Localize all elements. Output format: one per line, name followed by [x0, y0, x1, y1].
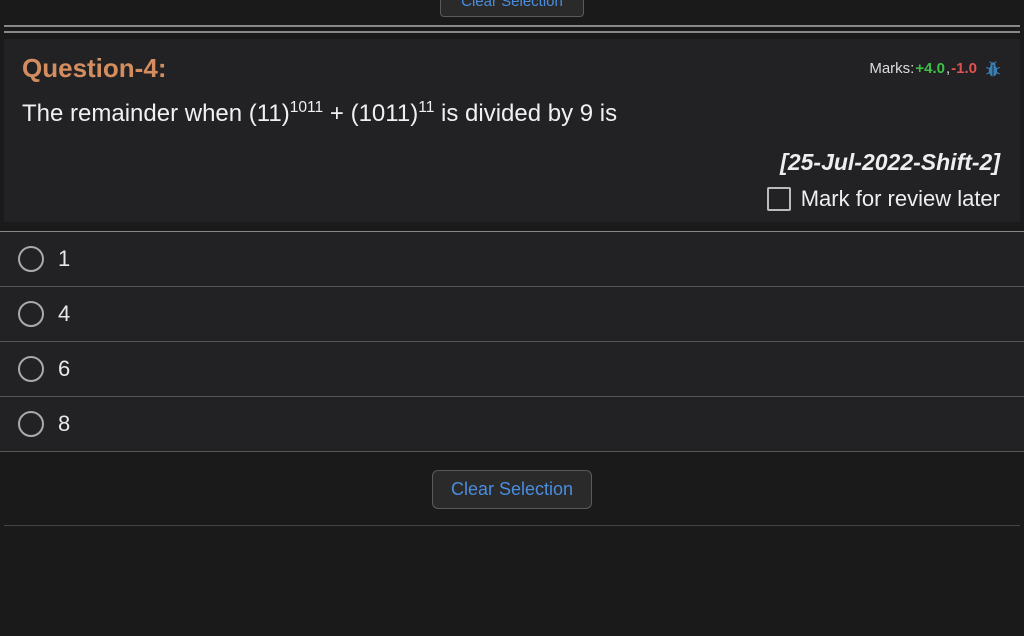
question-header: Question-4: Marks: +4.0 , -1.0 — [22, 53, 1004, 84]
question-text: The remainder when (11)1011 + (1011)11 i… — [22, 98, 1004, 129]
mark-for-review[interactable]: Mark for review later — [767, 186, 1000, 212]
question-title-prefix: Question- — [22, 53, 143, 83]
marks-label: Marks: — [869, 60, 914, 77]
option-row[interactable]: 1 — [0, 231, 1024, 287]
option-row[interactable]: 6 — [0, 341, 1024, 397]
expr-base-1: (11) — [249, 100, 290, 127]
marks-comma: , — [946, 60, 950, 77]
question-title: Question-4: — [22, 53, 166, 84]
question-card: Question-4: Marks: +4.0 , -1.0 — [4, 39, 1020, 222]
question-title-suffix: : — [158, 53, 167, 83]
option-label: 6 — [58, 356, 70, 382]
question-divider — [4, 25, 1020, 33]
expr-exp-1: 1011 — [290, 99, 324, 116]
options-list: 1 4 6 8 — [0, 231, 1024, 452]
radio-icon[interactable] — [18, 411, 44, 437]
question-text-pre: The remainder when — [22, 100, 249, 127]
option-label: 8 — [58, 411, 70, 437]
expr-plus: + — [323, 100, 350, 127]
radio-icon[interactable] — [18, 356, 44, 382]
review-checkbox[interactable] — [767, 187, 791, 211]
expr-exp-2: 11 — [418, 99, 434, 116]
expr-base-2: (1011) — [351, 100, 419, 127]
bug-report-icon[interactable] — [982, 58, 1004, 80]
clear-selection-top-button[interactable]: Clear Selection — [440, 0, 584, 17]
marks-positive: +4.0 — [915, 60, 945, 77]
question-number: 4 — [143, 53, 157, 83]
radio-icon[interactable] — [18, 301, 44, 327]
question-source: [25-Jul-2022-Shift-2] — [780, 149, 1000, 176]
option-label: 4 — [58, 301, 70, 327]
clear-selection-button[interactable]: Clear Selection — [432, 470, 592, 509]
radio-icon[interactable] — [18, 246, 44, 272]
bottom-divider — [4, 525, 1020, 526]
marks-negative: -1.0 — [951, 60, 977, 77]
option-row[interactable]: 4 — [0, 286, 1024, 342]
review-label: Mark for review later — [801, 186, 1000, 212]
option-label: 1 — [58, 246, 70, 272]
option-row[interactable]: 8 — [0, 396, 1024, 452]
question-meta: [25-Jul-2022-Shift-2] Mark for review la… — [22, 149, 1004, 212]
question-text-post: is divided by 9 is — [434, 100, 617, 127]
marks-block: Marks: +4.0 , -1.0 — [869, 58, 1004, 80]
